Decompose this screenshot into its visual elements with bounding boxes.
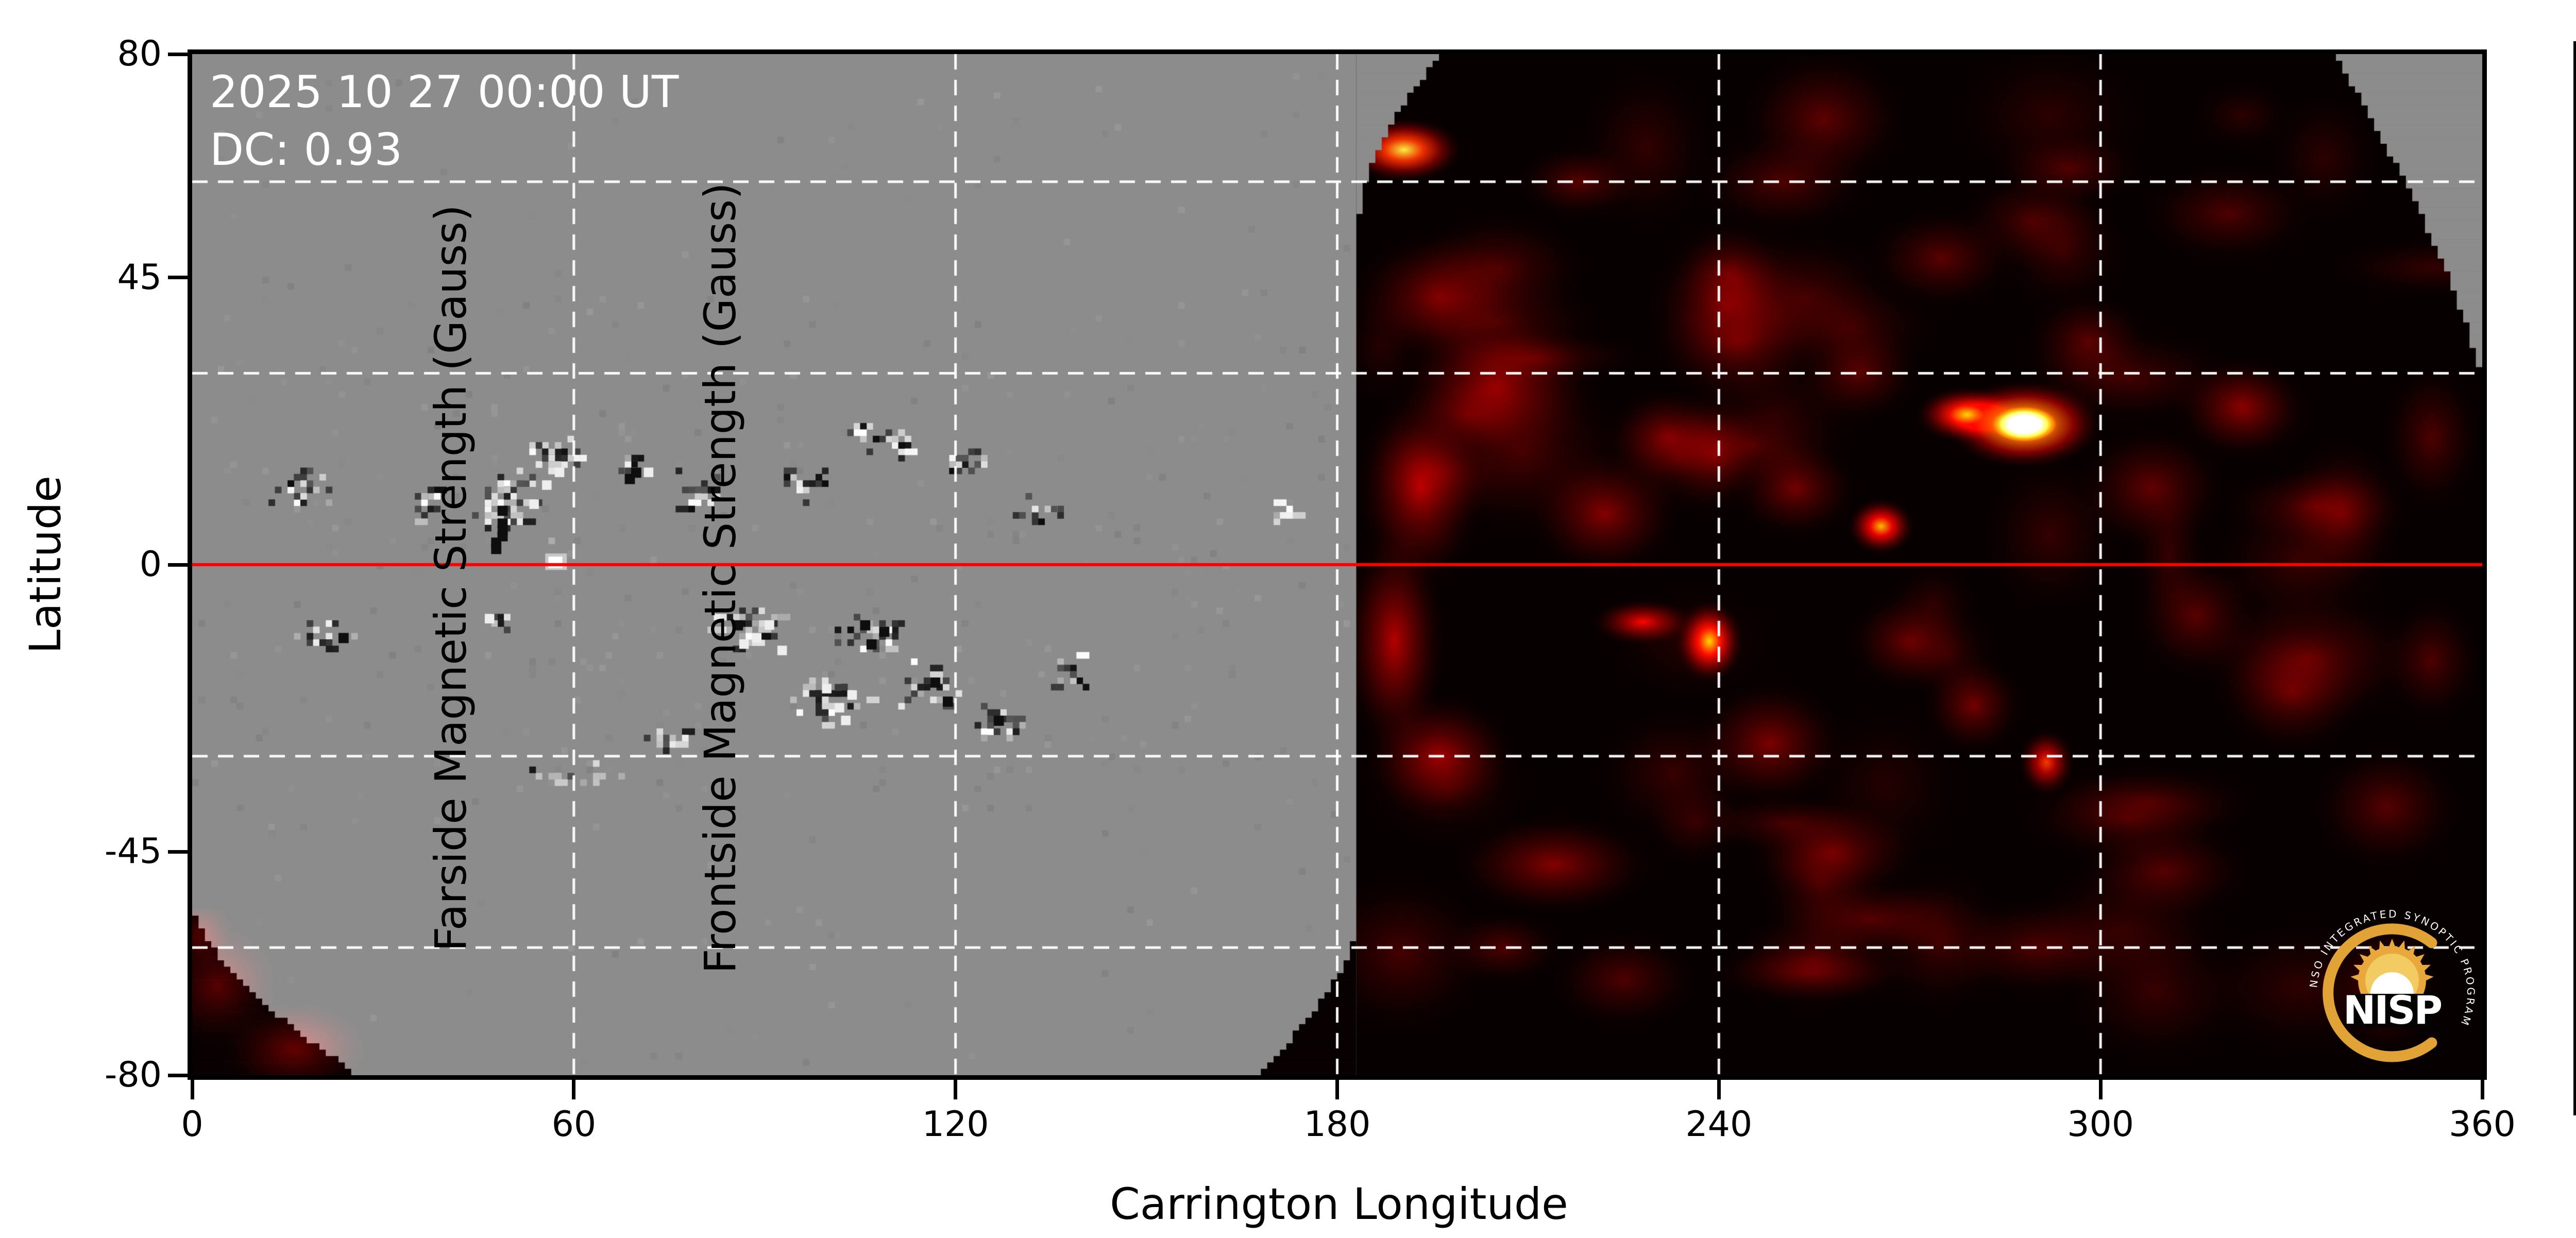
y-tick-mark: [168, 276, 188, 280]
x-tick-label: 240: [1685, 1104, 1753, 1145]
logo-wordmark: NISP: [2343, 987, 2442, 1033]
y-tick-mark: [168, 563, 188, 567]
magnetic-map-canvas: [192, 54, 2482, 1075]
y-tick-mark: [168, 850, 188, 854]
x-tick-label: 300: [2067, 1104, 2134, 1145]
x-axis-label: Carrington Longitude: [1110, 1179, 1568, 1229]
y-tick-label: -80: [104, 1055, 162, 1095]
x-tick-mark: [2480, 1080, 2484, 1099]
x-tick-mark: [1335, 1080, 1339, 1099]
nisp-logo: NISP NSO INTEGRATED SYNOPTIC PROGRAM: [2307, 908, 2475, 1062]
x-tick-mark: [572, 1080, 576, 1099]
duty-cycle-annotation: DC: 0.93: [210, 124, 403, 176]
x-tick-label: 120: [922, 1104, 989, 1145]
logo-ring-arc: [2323, 923, 2437, 1062]
farside-colorbar-label: Farside Magnetic Strength (Gauss): [426, 205, 476, 952]
x-tick-mark: [2098, 1080, 2103, 1099]
y-tick-label: -45: [104, 831, 162, 872]
y-tick-label: 0: [139, 544, 162, 585]
y-tick-label: 80: [117, 33, 162, 74]
logo-text-band: [2352, 994, 2432, 1028]
farside-colorbar: [2573, 41, 2576, 1115]
x-tick-label: 180: [1303, 1104, 1371, 1145]
x-tick-mark: [954, 1080, 958, 1099]
sun-flames-icon: [2350, 939, 2434, 982]
y-tick-label: 45: [117, 257, 162, 298]
x-tick-mark: [1717, 1080, 1721, 1099]
map-datetime-annotation: 2025 10 27 00:00 UT: [210, 66, 679, 118]
y-tick-mark: [168, 1073, 188, 1077]
sun-flame-spikes: [2350, 939, 2434, 982]
sun-core-dome: [2370, 972, 2414, 994]
y-tick-mark: [168, 52, 188, 56]
x-tick-label: 0: [181, 1104, 204, 1145]
x-tick-label: 360: [2449, 1104, 2516, 1145]
x-tick-label: 60: [551, 1104, 597, 1145]
x-tick-mark: [190, 1080, 194, 1099]
frontside-colorbar-label: Frontside Magnetic Strength (Gauss): [695, 182, 745, 974]
